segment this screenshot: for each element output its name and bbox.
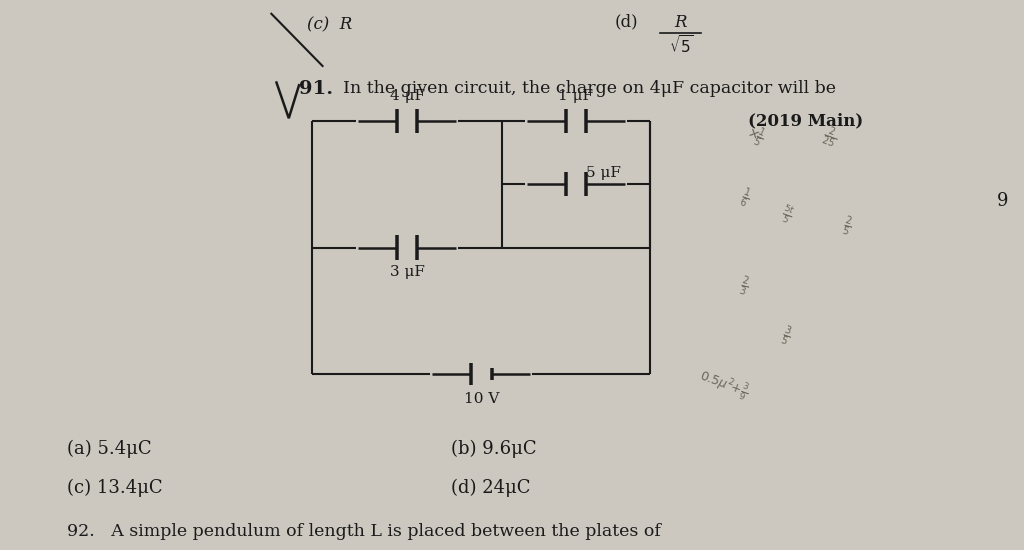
Text: 91.: 91.	[299, 80, 333, 98]
Text: (d) 24μC: (d) 24μC	[451, 478, 530, 497]
Text: $\times\!\frac{1}{5}$: $\times\!\frac{1}{5}$	[742, 121, 769, 151]
Text: (2019 Main): (2019 Main)	[748, 113, 863, 130]
Text: 4 μF: 4 μF	[389, 90, 425, 103]
Text: $\sqrt{5}$: $\sqrt{5}$	[669, 34, 693, 56]
Text: 5 μF: 5 μF	[586, 166, 622, 180]
Text: (c)  R: (c) R	[307, 16, 352, 34]
Text: (d): (d)	[614, 14, 638, 31]
Text: $\frac{5t}{5}$: $\frac{5t}{5}$	[778, 203, 797, 227]
Text: $\frac{2}{5}$: $\frac{2}{5}$	[840, 213, 854, 239]
Text: 10 V: 10 V	[464, 392, 499, 405]
Text: $\frac{3}{5}$: $\frac{3}{5}$	[778, 323, 795, 349]
Text: 9: 9	[997, 192, 1009, 211]
Text: $\frac{1}{6}$: $\frac{1}{6}$	[737, 185, 754, 211]
Text: 1 μF: 1 μF	[558, 90, 594, 103]
Text: (c) 13.4μC: (c) 13.4μC	[67, 478, 162, 497]
Text: 3 μF: 3 μF	[389, 265, 425, 279]
Text: R: R	[675, 14, 687, 31]
Text: $0.5\mu^2\!\!+\!\frac{3}{9}$: $0.5\mu^2\!\!+\!\frac{3}{9}$	[696, 365, 752, 403]
Text: (a) 5.4μC: (a) 5.4μC	[67, 440, 152, 458]
Text: $\frac{2}{3}$: $\frac{2}{3}$	[737, 273, 752, 299]
Text: $\frac{2}{25}$: $\frac{2}{25}$	[819, 123, 841, 151]
Text: 92.   A simple pendulum of length L is placed between the plates of: 92. A simple pendulum of length L is pla…	[67, 522, 660, 540]
Text: (b) 9.6μC: (b) 9.6μC	[451, 440, 537, 458]
Text: In the given circuit, the charge on 4μF capacitor will be: In the given circuit, the charge on 4μF …	[343, 80, 836, 97]
